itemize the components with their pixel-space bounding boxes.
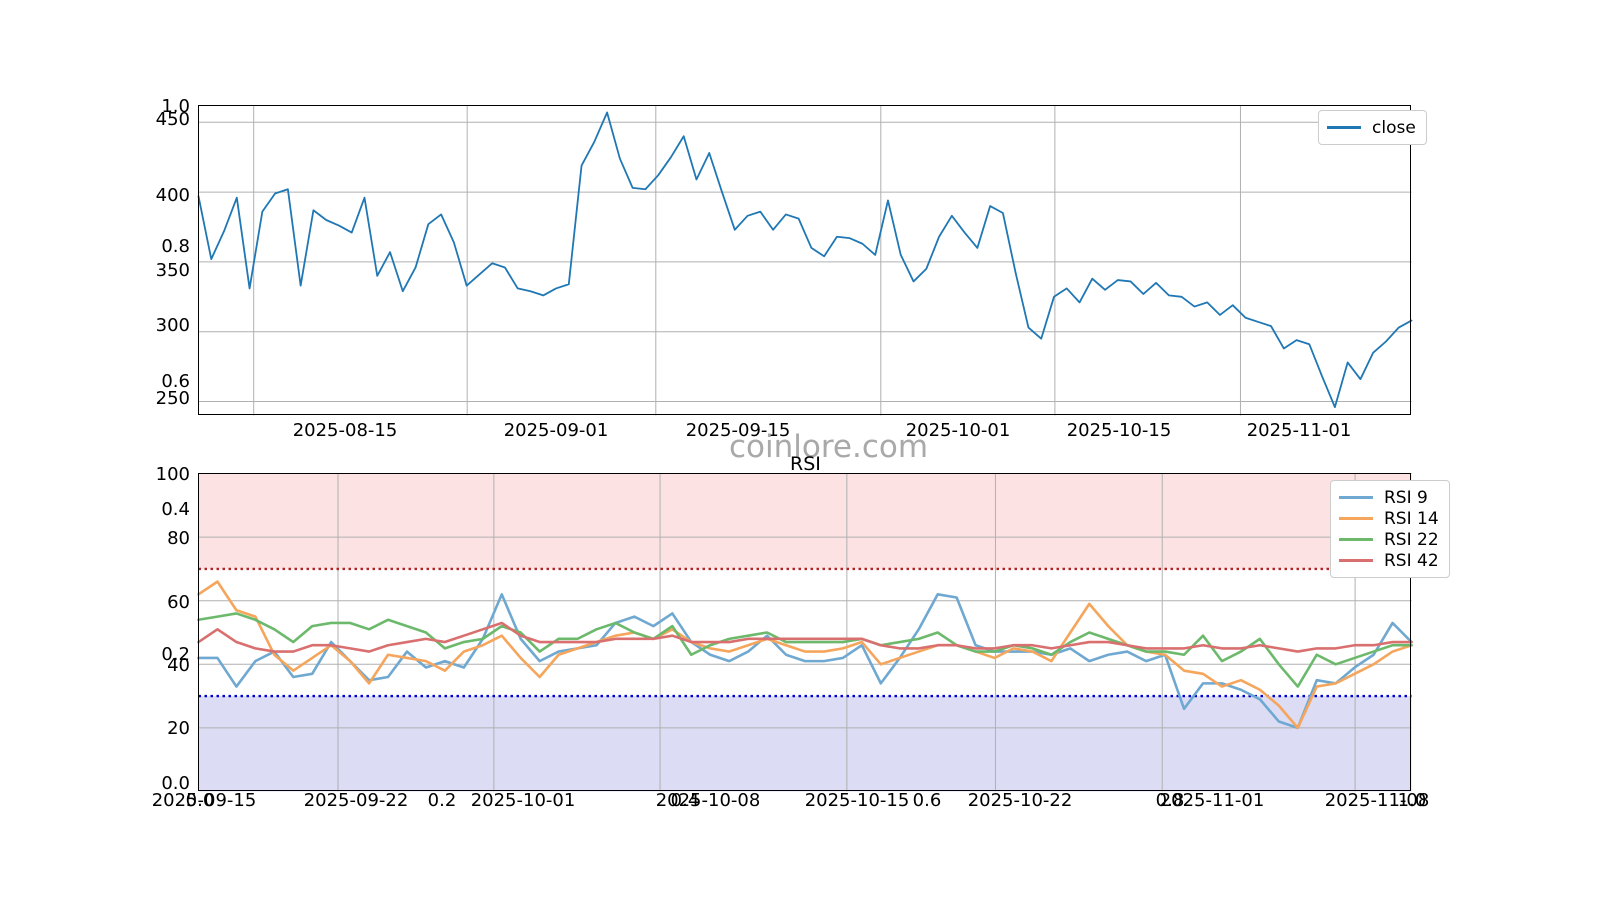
legend-swatch-close bbox=[1327, 126, 1361, 129]
rsi-xtick-6: 2025-11-01 bbox=[1159, 790, 1265, 811]
price-plot-frame bbox=[198, 105, 1411, 415]
price-ytick-450: 450 bbox=[155, 109, 190, 130]
legend-swatch-rsi9 bbox=[1339, 496, 1373, 499]
price-ytick-alt-0-8: 0.8 bbox=[161, 236, 190, 257]
rsi-xtick-alt-0-2: 0.2 bbox=[427, 790, 457, 811]
rsi-ytick-20: 20 bbox=[167, 718, 190, 739]
rsi-xtick-alt-1-0: 1.0 bbox=[1397, 790, 1427, 811]
rsi-xtick-4: 2025-10-15 bbox=[804, 790, 910, 811]
price-ytick-alt-0-6: 0.6 bbox=[161, 371, 190, 392]
price-xtick-0: 2025-08-15 bbox=[292, 420, 398, 441]
rsi-xtick-0: 2025-09-15 bbox=[151, 790, 257, 811]
rsi-ytick-40: 40 bbox=[167, 655, 190, 676]
rsi-xtick-alt-0-4: 0.4 bbox=[670, 790, 700, 811]
rsi-ytick-80: 80 bbox=[167, 528, 190, 549]
legend-item-rsi42[interactable]: RSI 42 bbox=[1339, 550, 1439, 571]
legend-swatch-rsi22 bbox=[1339, 538, 1373, 541]
rsi-ytick-100: 100 bbox=[155, 464, 190, 485]
legend-swatch-rsi42 bbox=[1339, 559, 1373, 562]
rsi-ytick-alt-0-4: 0.4 bbox=[161, 499, 190, 520]
price-xtick-5: 2025-11-01 bbox=[1246, 420, 1352, 441]
legend-swatch-rsi14 bbox=[1339, 517, 1373, 520]
rsi-plot-frame bbox=[198, 473, 1411, 791]
price-xtick-1: 2025-09-01 bbox=[503, 420, 609, 441]
rsi-legend[interactable]: RSI 9 RSI 14 RSI 22 RSI 42 bbox=[1330, 480, 1450, 578]
rsi-xtick-2: 2025-10-01 bbox=[470, 790, 576, 811]
price-legend[interactable]: close bbox=[1318, 110, 1427, 145]
price-ytick-250: 250 bbox=[155, 388, 190, 409]
rsi-xtick-1: 2025-09-22 bbox=[303, 790, 409, 811]
price-xtick-2: 2025-09-15 bbox=[685, 420, 791, 441]
legend-label-rsi42: RSI 42 bbox=[1384, 550, 1439, 571]
legend-label-rsi9: RSI 9 bbox=[1384, 487, 1428, 508]
rsi-xtick-alt-0-6: 0.6 bbox=[912, 790, 942, 811]
price-xtick-4: 2025-10-15 bbox=[1066, 420, 1172, 441]
price-ytick-400: 400 bbox=[155, 185, 190, 206]
price-xtick-3: 2025-10-01 bbox=[905, 420, 1011, 441]
rsi-xtick-3: 2025-10-08 bbox=[655, 790, 761, 811]
legend-label-rsi22: RSI 22 bbox=[1384, 529, 1439, 550]
price-ytick-350: 350 bbox=[155, 260, 190, 281]
rsi-xtick-5: 2025-10-22 bbox=[967, 790, 1073, 811]
legend-item-rsi14[interactable]: RSI 14 bbox=[1339, 508, 1439, 529]
legend-label-close: close bbox=[1372, 117, 1416, 138]
rsi-xtick-alt-0-0: 0.0 bbox=[185, 790, 215, 811]
rsi-xtick-alt-0-8: 0.8 bbox=[1155, 790, 1185, 811]
price-ytick-alt-1: 1.0 bbox=[161, 96, 190, 117]
legend-item-rsi9[interactable]: RSI 9 bbox=[1339, 487, 1439, 508]
rsi-ytick-alt-0-0: 0.0 bbox=[161, 773, 190, 794]
rsi-title: RSI bbox=[790, 453, 821, 475]
rsi-xtick-7: 2025-11-08 bbox=[1324, 790, 1430, 811]
legend-label-rsi14: RSI 14 bbox=[1384, 508, 1439, 529]
watermark: coinlore.com bbox=[729, 429, 929, 465]
rsi-ytick-60: 60 bbox=[167, 592, 190, 613]
price-ytick-300: 300 bbox=[155, 315, 190, 336]
legend-item-rsi22[interactable]: RSI 22 bbox=[1339, 529, 1439, 550]
legend-item-close[interactable]: close bbox=[1327, 117, 1416, 138]
rsi-ytick-alt-0-2: 0.2 bbox=[161, 644, 190, 665]
